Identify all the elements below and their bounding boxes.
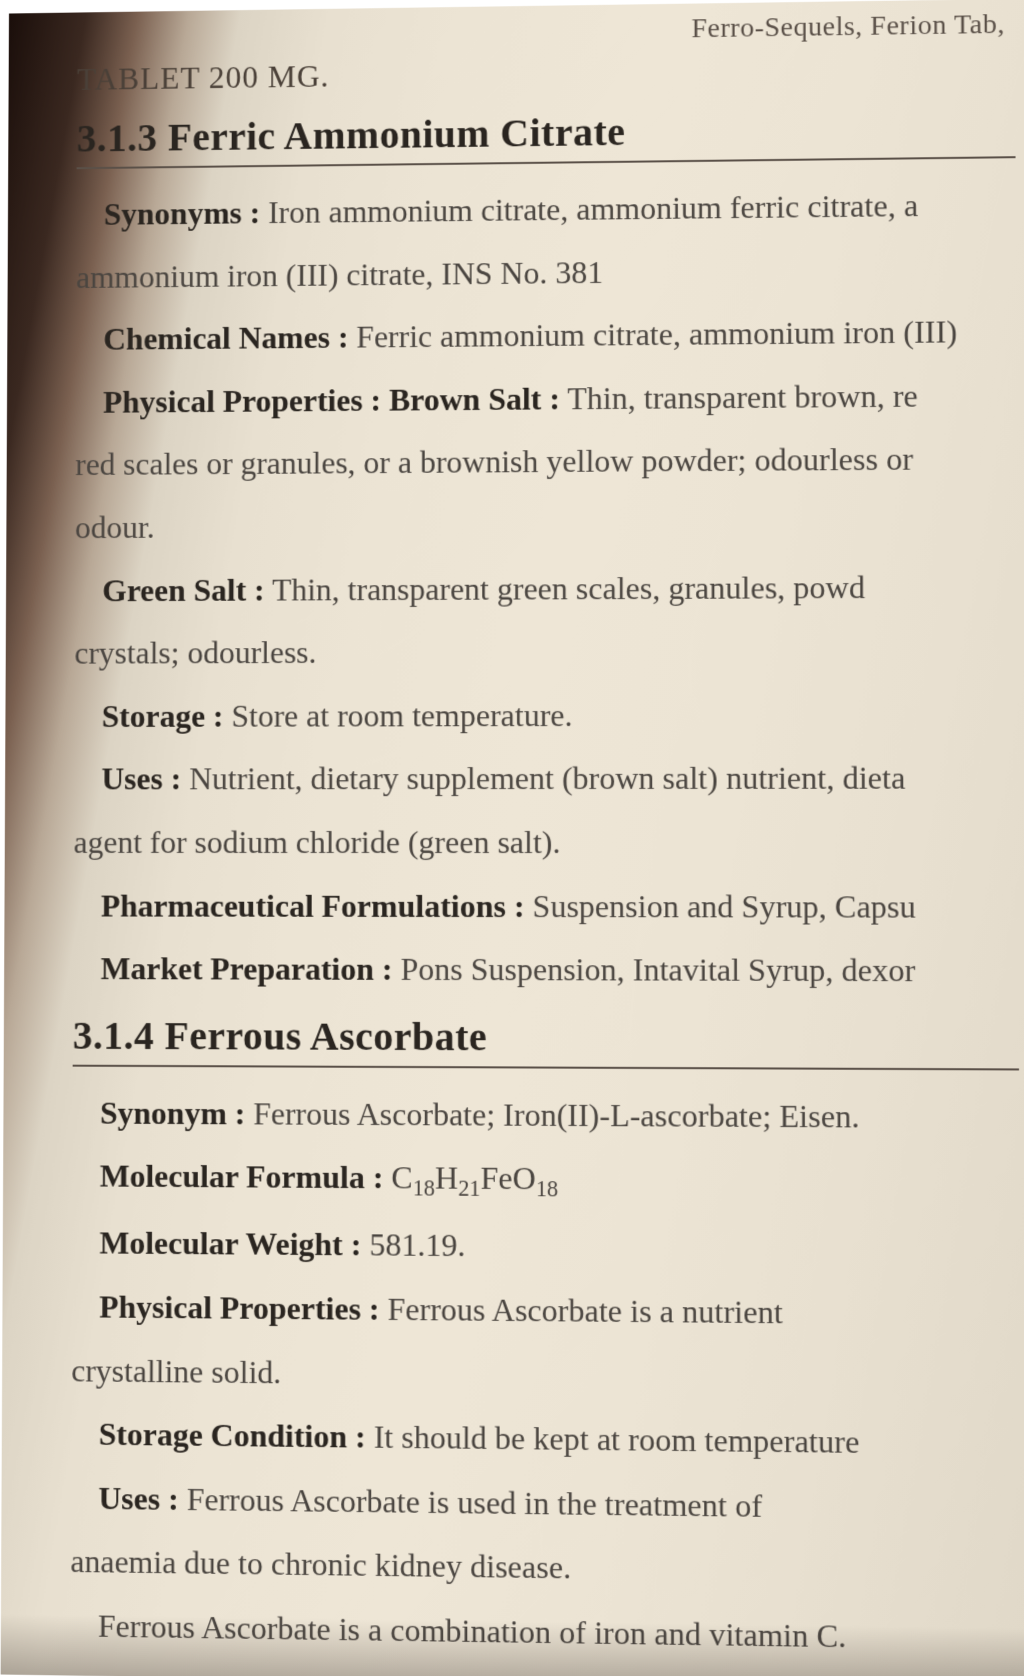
- storage-text: Store at room temperature.: [223, 697, 572, 734]
- molformula-label: Molecular Formula :: [100, 1158, 384, 1196]
- greensalt-para: Green Salt : Thin, transparent green sca…: [75, 562, 1018, 615]
- page-content: Ferro-Sequels, Ferion Tab, TABLET 200 MG…: [69, 9, 1022, 1676]
- pharmform-label: Pharmaceutical Formulations :: [101, 887, 525, 923]
- greensalt-text: Thin, transparent green scales, granules…: [265, 569, 866, 607]
- mf-fe: FeO: [481, 1160, 536, 1197]
- physprop-label: Physical Properties :: [103, 382, 381, 420]
- storage-text-314: It should be kept at room temperature: [366, 1419, 860, 1461]
- molweight-text: 581.19.: [361, 1227, 465, 1264]
- mf-sub1: 18: [413, 1176, 435, 1201]
- mf-h: H: [435, 1160, 458, 1196]
- synonym-label: Synonym :: [100, 1094, 245, 1131]
- section-314-heading: 3.1.4 Ferrous Ascorbate: [73, 1012, 1019, 1071]
- uses-cont-313: agent for sodium chloride (green salt).: [74, 818, 1019, 868]
- section-313-heading: 3.1.3 Ferric Ammonium Citrate: [77, 103, 1016, 169]
- mf-sub3: 18: [536, 1177, 558, 1202]
- brownsalt-cont: red scales or granules, or a brownish ye…: [75, 434, 1017, 489]
- uses-cont-314: anaemia due to chronic kidney disease.: [70, 1537, 1021, 1599]
- greensalt-cont: crystals; odourless.: [74, 626, 1017, 679]
- molformula-para: Molecular Formula : C18H21FeO18: [72, 1152, 1020, 1211]
- marketprep-para: Market Preparation : Pons Suspension, In…: [73, 944, 1019, 996]
- brownsalt-text: Thin, transparent brown, re: [560, 377, 918, 416]
- synonyms-label: Synonyms :: [104, 195, 260, 232]
- marketprep-text: Pons Suspension, Intavital Syrup, dexor: [393, 951, 916, 988]
- uses-para-313: Uses : Nutrient, dietary supplement (bro…: [74, 754, 1018, 805]
- greensalt-label: Green Salt :: [102, 571, 265, 607]
- chemnames-label: Chemical Names :: [103, 319, 348, 357]
- synonyms-text: Iron ammonium citrate, ammonium ferric c…: [260, 187, 918, 230]
- physprop-text-314: Ferrous Ascorbate is a nutrient: [380, 1291, 783, 1331]
- storage-label: Storage :: [102, 698, 224, 734]
- pharmform-text: Suspension and Syrup, Capsu: [525, 888, 916, 925]
- brownsalt-label: Brown Salt :: [381, 380, 560, 417]
- marketprep-label: Market Preparation :: [101, 950, 393, 987]
- molweight-para: Molecular Weight : 581.19.: [72, 1219, 1020, 1276]
- molweight-label: Molecular Weight :: [99, 1225, 361, 1263]
- uses-para-314: Uses : Ferrous Ascorbate is used in the …: [71, 1473, 1021, 1534]
- physprop-para-314: Physical Properties : Ferrous Ascorbate …: [71, 1282, 1020, 1340]
- mf-sub2: 21: [458, 1176, 480, 1201]
- uses-text-314: Ferrous Ascorbate is used in the treatme…: [179, 1481, 762, 1524]
- cutoff-header-text: Ferro-Sequels, Ferion Tab,: [77, 9, 1015, 54]
- physprop-label-314: Physical Properties :: [99, 1288, 379, 1326]
- tablet-dosage-line: TABLET 200 MG.: [77, 49, 1015, 98]
- synonyms-cont: ammonium iron (III) citrate, INS No. 381: [76, 244, 1016, 302]
- physprop-cont-314: crystalline solid.: [71, 1346, 1020, 1405]
- textbook-page: Ferro-Sequels, Ferion Tab, TABLET 200 MG…: [1, 0, 1024, 1676]
- mf-c: C: [383, 1159, 412, 1195]
- chemnames-text: Ferric ammonium citrate, ammonium iron (…: [348, 314, 957, 355]
- uses-label: Uses :: [101, 761, 181, 797]
- pharmform-para-313: Pharmaceutical Formulations : Suspension…: [73, 881, 1018, 932]
- brownsalt-cont2: odour.: [75, 498, 1017, 552]
- storage-label-314: Storage Condition :: [99, 1416, 366, 1455]
- synonyms-para: Synonyms : Iron ammonium citrate, ammoni…: [76, 180, 1016, 239]
- synonym-text: Ferrous Ascorbate; Iron(II)-L-ascorbate;…: [245, 1095, 859, 1134]
- uses-text: Nutrient, dietary supplement (brown salt…: [181, 760, 905, 797]
- chemnames-para: Chemical Names : Ferric ammonium citrate…: [76, 307, 1017, 364]
- storage-para-314: Storage Condition : It should be kept at…: [71, 1410, 1021, 1470]
- storage-para-313: Storage : Store at room temperature.: [74, 690, 1018, 742]
- synonym-para-314: Synonym : Ferrous Ascorbate; Iron(II)-L-…: [72, 1088, 1019, 1142]
- uses-label-314: Uses :: [98, 1480, 178, 1517]
- physprop-brown-para: Physical Properties : Brown Salt : Thin,…: [75, 371, 1016, 427]
